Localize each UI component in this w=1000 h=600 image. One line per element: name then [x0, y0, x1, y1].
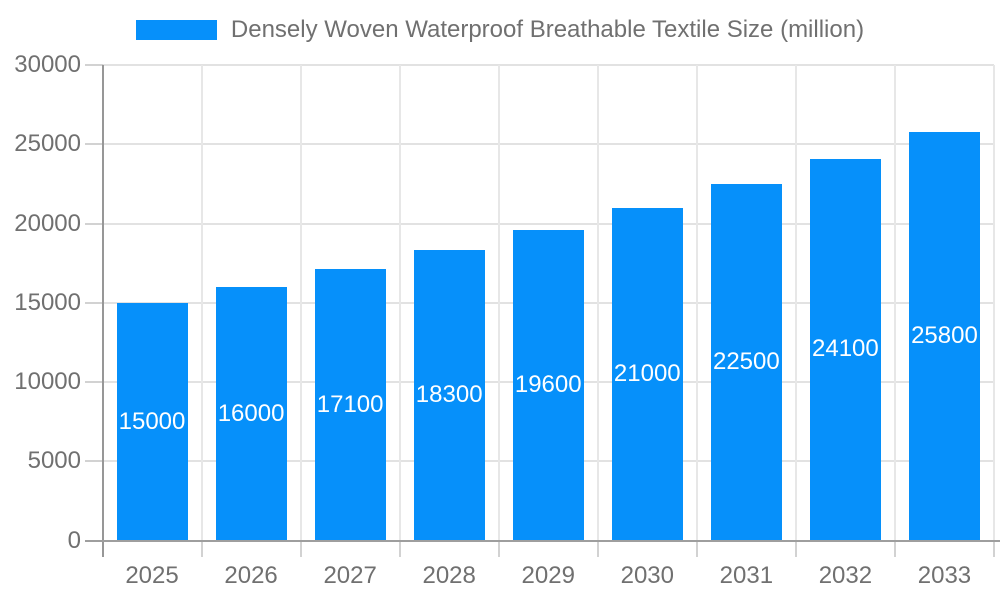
bar-2032 [809, 158, 881, 541]
bar-2028 [413, 250, 485, 541]
y-axis-label: 30000 [14, 51, 81, 78]
bar-2026 [215, 286, 287, 541]
x-axis-label: 2033 [917, 561, 972, 589]
y-axis-label: 0 [67, 526, 81, 554]
x-axis-label: 2031 [719, 561, 774, 589]
y-tick [84, 143, 103, 146]
x-axis-label: 2029 [521, 561, 575, 589]
y-tick [84, 381, 103, 383]
y-gridline [102, 222, 994, 225]
y-axis-label: 20000 [14, 209, 81, 237]
bar-2027 [314, 269, 386, 541]
legend-label[interactable]: Densely Woven Waterproof Breathable Text… [230, 16, 865, 43]
x-axis-label: 2028 [422, 561, 476, 589]
y-axis-label: 15000 [14, 288, 81, 316]
y-gridline [102, 143, 994, 146]
y-tick [84, 460, 103, 463]
bar-2031 [710, 183, 782, 541]
chart-legend[interactable]: Densely Woven Waterproof Breathable Text… [0, 16, 1000, 43]
x-gridline [695, 65, 698, 541]
bar-2025 [116, 302, 188, 541]
x-gridline [893, 65, 896, 541]
x-gridline [299, 65, 302, 541]
x-axis-label: 2032 [818, 561, 873, 589]
bar-2029 [512, 229, 584, 541]
x-tick [596, 540, 599, 557]
x-gridline [398, 65, 401, 541]
x-tick [299, 540, 302, 557]
x-gridline [596, 65, 599, 541]
x-tick [794, 540, 797, 557]
x-gridline [497, 65, 500, 541]
bar-2030 [611, 207, 683, 541]
x-axis-line [84, 539, 1000, 542]
x-tick [993, 540, 995, 557]
y-tick [84, 301, 103, 304]
x-gridline [993, 65, 995, 541]
x-gridline [200, 65, 203, 541]
x-tick [695, 540, 698, 557]
x-tick [893, 540, 896, 557]
x-axis-label: 2025 [125, 561, 179, 589]
x-axis-label: 2026 [224, 561, 278, 589]
y-axis-label: 10000 [14, 368, 81, 395]
x-axis-label: 2027 [323, 561, 377, 589]
x-tick [200, 540, 203, 557]
bar-2033 [908, 131, 980, 541]
x-axis-label: 2030 [620, 561, 674, 589]
y-tick [84, 64, 103, 66]
y-axis-line [101, 65, 104, 557]
x-tick [497, 540, 500, 557]
y-axis-label: 5000 [27, 447, 81, 475]
y-gridline [102, 64, 994, 66]
legend-swatch[interactable] [135, 20, 217, 40]
x-tick [398, 540, 401, 557]
y-axis-label: 25000 [14, 130, 81, 158]
y-tick [84, 222, 103, 225]
x-gridline [794, 65, 797, 541]
